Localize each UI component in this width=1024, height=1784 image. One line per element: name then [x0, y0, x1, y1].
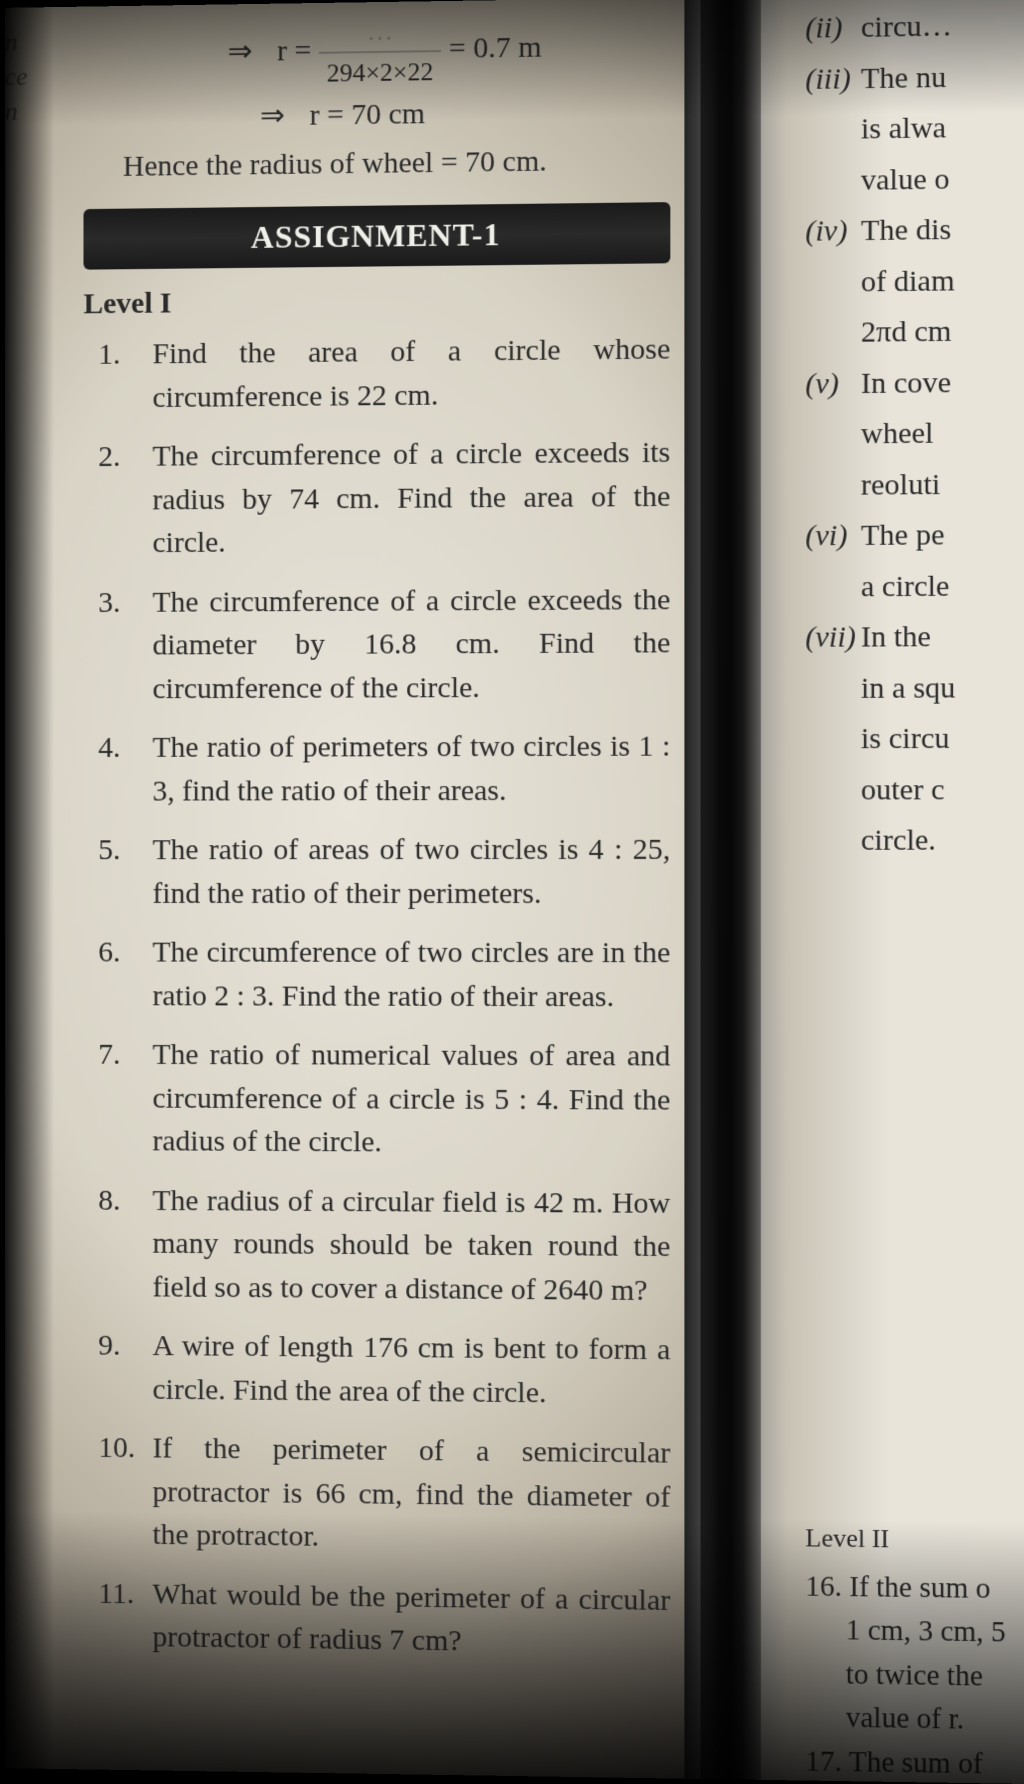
right-roman-list: (ii)circu… (iii)The nu is alwa value o (…: [805, 2, 1024, 864]
hence-statement: Hence the radius of wheel = 70 cm.: [123, 143, 670, 184]
question-11: What would be the perimeter of a circula…: [152, 1572, 670, 1665]
eq1-rhs: = 0.7 m: [449, 30, 542, 64]
book-spread: n ce n ⇒ r = … 294×2×22 = 0.7 m ⇒ r = 70…: [5, 0, 1024, 1784]
fraction: … 294×2×22: [319, 11, 442, 93]
right-level-2: Level II 16. If the sum o 1 cm, 3 cm, 5 …: [805, 1518, 1024, 1784]
implies-arrow-1: ⇒: [210, 29, 269, 75]
implies-arrow-2: ⇒: [243, 93, 302, 139]
margin-cut-2: ce: [5, 62, 28, 92]
left-page: n ce n ⇒ r = … 294×2×22 = 0.7 m ⇒ r = 70…: [24, 0, 700, 1779]
q17-line1: 17. The sum of: [805, 1740, 1024, 1784]
question-8: The radius of a circular field is 42 m. …: [152, 1179, 670, 1313]
question-1: Find the area of a circle whose circumfe…: [152, 327, 670, 419]
solved-equation: ⇒ r = … 294×2×22 = 0.7 m ⇒ r = 70 cm: [83, 8, 670, 141]
q16-line1: 16. If the sum o: [805, 1565, 1024, 1612]
question-10: If the perimeter of a semicircular protr…: [152, 1427, 670, 1563]
question-6: The circumference of two circles are in …: [152, 931, 670, 1019]
margin-cut-1: n: [5, 27, 18, 57]
assignment-header: ASSIGNMENT-1: [83, 202, 670, 270]
question-2: The circumference of a circle exceeds it…: [152, 431, 670, 565]
margin-cut-3: n: [5, 97, 18, 127]
question-list: Find the area of a circle whose circumfe…: [83, 327, 670, 1665]
question-3: The circumference of a circle exceeds th…: [152, 578, 670, 710]
book-spine: [701, 0, 761, 1780]
eq1-lhs: r =: [277, 34, 311, 67]
q16-line2: 1 cm, 3 cm, 5: [805, 1609, 1024, 1656]
q16-line3: to twice the: [805, 1652, 1024, 1699]
eq2: r = 70 cm: [310, 90, 509, 138]
level-2-label: Level II: [805, 1518, 1024, 1560]
question-9: A wire of length 176 cm is bent to form …: [152, 1324, 670, 1415]
question-4: The ratio of perimeters of two circles i…: [152, 725, 670, 813]
q16-line4: value of r.: [805, 1696, 1024, 1743]
fraction-bottom: 294×2×22: [319, 52, 442, 93]
level-1-label: Level I: [83, 281, 670, 321]
question-5: The ratio of areas of two circles is 4 :…: [152, 828, 670, 915]
question-7: The ratio of numerical values of area an…: [152, 1033, 670, 1165]
